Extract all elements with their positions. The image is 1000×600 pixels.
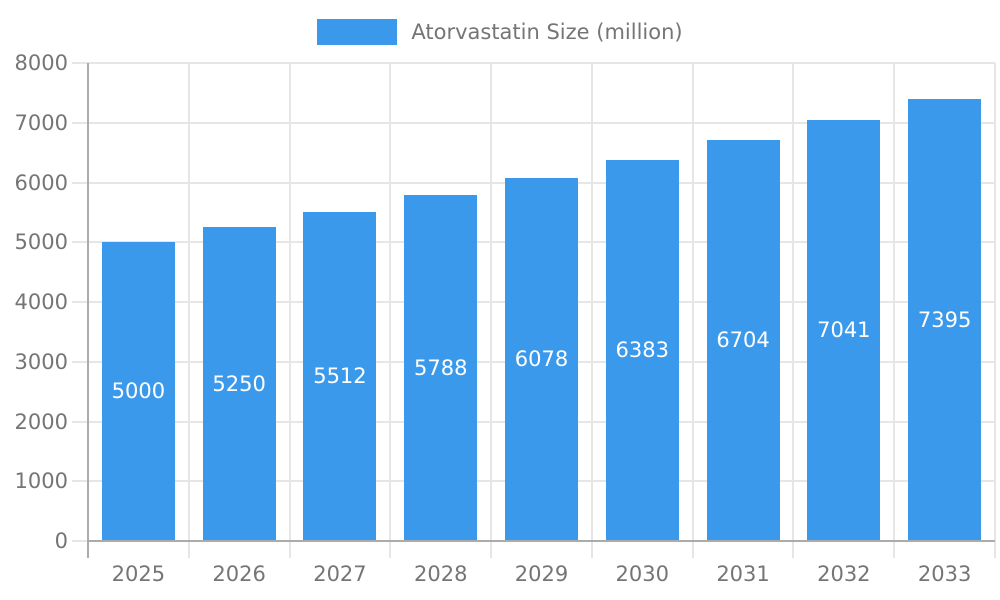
x-axis-label: 2032: [817, 562, 871, 586]
bar-value-label: 7395: [917, 307, 972, 332]
horizontal-gridline: [72, 121, 995, 124]
bar[interactable]: 5512: [303, 211, 377, 541]
vertical-gridline: [187, 63, 190, 558]
vertical-gridline: [893, 63, 896, 558]
bar-value-label: 6704: [716, 328, 770, 353]
bar[interactable]: 6383: [605, 159, 679, 541]
vertical-gridline: [994, 63, 996, 558]
y-axis-label: 6000: [14, 170, 68, 195]
bar-value-label: 5250: [212, 371, 266, 396]
bar[interactable]: 5250: [202, 227, 276, 541]
bar-value-label: 7041: [817, 318, 871, 343]
y-axis-label: 4000: [14, 290, 68, 314]
y-axis-label: 5000: [14, 230, 68, 255]
bar[interactable]: 7041: [807, 120, 881, 541]
legend-label: Atorvastatin Size (million): [411, 20, 683, 44]
legend-swatch: [317, 19, 398, 45]
vertical-gridline: [288, 63, 291, 558]
bar-value-label: 5788: [413, 355, 468, 380]
y-axis-label: 1000: [14, 469, 68, 494]
y-axis-label: 8000: [14, 51, 68, 75]
x-axis-label: 2029: [514, 562, 569, 586]
plot-area: 5000 5250 5512 5788 6078 6383 6704 7041 7395 0 100…: [15, 51, 996, 586]
y-axis-label: 3000: [14, 349, 68, 374]
vertical-gridline: [691, 63, 694, 558]
x-axis-label: 2031: [716, 562, 770, 586]
vertical-gridline: [590, 63, 593, 558]
x-axis-label: 2028: [413, 562, 468, 586]
x-axis-label: 2030: [615, 562, 669, 586]
y-axis-label: 7000: [14, 110, 68, 135]
bar[interactable]: 6704: [706, 140, 780, 541]
x-axis-label: 2027: [313, 562, 367, 586]
y-axis-label: 0: [54, 529, 68, 553]
vertical-gridline: [792, 63, 795, 558]
bar[interactable]: 7395: [908, 99, 982, 541]
vertical-gridline: [389, 63, 392, 558]
vertical-gridline: [490, 63, 493, 558]
y-axis-label: 2000: [14, 409, 68, 434]
bar[interactable]: 5788: [404, 195, 478, 541]
x-axis-label: 2026: [212, 562, 266, 586]
y-axis-line: [87, 63, 89, 558]
bar[interactable]: 5000: [101, 242, 175, 541]
horizontal-gridline: [72, 62, 995, 64]
bar-value-label: 5512: [313, 363, 367, 388]
bar-value-label: 5000: [111, 379, 166, 404]
legend[interactable]: Atorvastatin Size (million): [0, 19, 1000, 45]
bar[interactable]: 6078: [505, 177, 578, 541]
x-axis-label: 2033: [917, 562, 972, 586]
x-axis-line: [88, 540, 995, 542]
x-axis-label: 2025: [111, 562, 166, 586]
bar-value-label: 6078: [514, 346, 569, 371]
bar-value-label: 6383: [615, 337, 669, 362]
